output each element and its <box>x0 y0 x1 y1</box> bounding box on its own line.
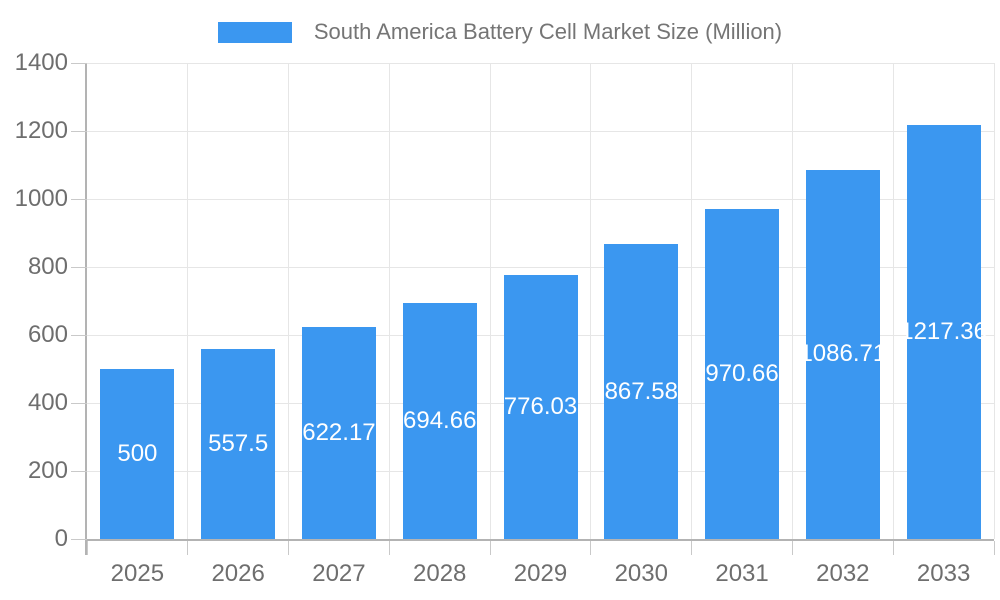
y-axis-tick <box>71 130 87 132</box>
bar-value-label: 970.66 <box>705 359 779 387</box>
bar-value-label: 557.5 <box>208 430 269 458</box>
horizontal-gridline <box>87 62 994 64</box>
bar-value-label: 776.03 <box>503 393 578 421</box>
x-axis-label: 2025 <box>110 560 165 587</box>
x-axis-tick <box>691 541 693 555</box>
y-axis-label: 1000 <box>14 185 68 212</box>
x-axis-tick <box>288 541 290 555</box>
bar-value-label: 694.66 <box>403 406 477 434</box>
x-axis-label: 2030 <box>614 560 668 587</box>
bar-value-label: 867.58 <box>604 377 678 405</box>
vertical-gridline <box>993 63 995 539</box>
y-axis-label: 800 <box>27 253 68 280</box>
y-axis-label: 600 <box>27 321 68 348</box>
y-axis-tick <box>71 266 87 268</box>
x-axis-label: 2027 <box>312 560 366 587</box>
y-axis-label: 0 <box>54 525 68 552</box>
x-axis-label: 2028 <box>413 560 467 587</box>
vertical-gridline <box>388 63 390 539</box>
vertical-gridline <box>892 63 894 539</box>
x-axis-label: 2033 <box>916 560 971 587</box>
bar <box>402 302 477 539</box>
chart-legend[interactable]: South America Battery Cell Market Size (… <box>0 19 1000 44</box>
horizontal-gridline <box>87 130 994 132</box>
bar-value-label: 622.17 <box>302 419 376 447</box>
bar <box>604 244 679 539</box>
x-axis-tick <box>86 541 88 555</box>
plot-area: 500 557.5 622.17 694.66 776.03 867.58 970.66 10… <box>87 62 995 539</box>
y-axis-tick <box>71 62 87 64</box>
x-axis-label: 2029 <box>513 560 568 587</box>
vertical-gridline <box>489 63 491 539</box>
y-axis-label: 400 <box>27 389 68 416</box>
x-axis-tick <box>892 541 894 555</box>
x-axis-label: 2032 <box>816 560 870 587</box>
bar-value-label: 500 <box>117 440 158 467</box>
bar-value-label: 1086.71 <box>799 340 887 368</box>
bar <box>301 327 376 539</box>
x-axis-tick <box>187 541 189 555</box>
y-axis-label: 1200 <box>14 117 68 144</box>
y-axis-tick <box>71 470 87 472</box>
bar <box>503 275 578 539</box>
horizontal-gridline <box>87 198 994 200</box>
x-axis-tick <box>791 541 793 555</box>
bar <box>100 369 175 539</box>
bar <box>906 125 981 539</box>
vertical-gridline <box>791 63 793 539</box>
legend-label: South America Battery Cell Market Size (… <box>313 19 783 44</box>
y-axis-label: 1400 <box>14 49 68 76</box>
x-axis-label: 2026 <box>211 560 265 587</box>
x-axis-tick <box>388 541 390 555</box>
y-axis-label: 200 <box>27 457 68 484</box>
vertical-gridline <box>691 63 693 539</box>
x-axis-tick <box>993 541 995 555</box>
vertical-gridline <box>590 63 592 539</box>
bar-value-label: 1217.36 <box>900 318 987 346</box>
x-axis-tick <box>590 541 592 555</box>
y-axis-line <box>85 63 87 555</box>
y-axis-tick <box>71 538 87 540</box>
bar <box>705 208 780 539</box>
vertical-gridline <box>288 63 290 539</box>
bar <box>201 349 276 539</box>
x-axis-label: 2031 <box>715 560 769 587</box>
bar <box>805 169 880 539</box>
legend-swatch-icon <box>217 21 292 43</box>
vertical-gridline <box>187 63 189 539</box>
y-axis-tick <box>71 334 87 336</box>
horizontal-gridline <box>87 266 994 268</box>
x-axis-line <box>85 539 994 541</box>
x-axis-tick <box>489 541 491 555</box>
y-axis-tick <box>71 198 87 200</box>
y-axis-tick <box>71 402 87 404</box>
